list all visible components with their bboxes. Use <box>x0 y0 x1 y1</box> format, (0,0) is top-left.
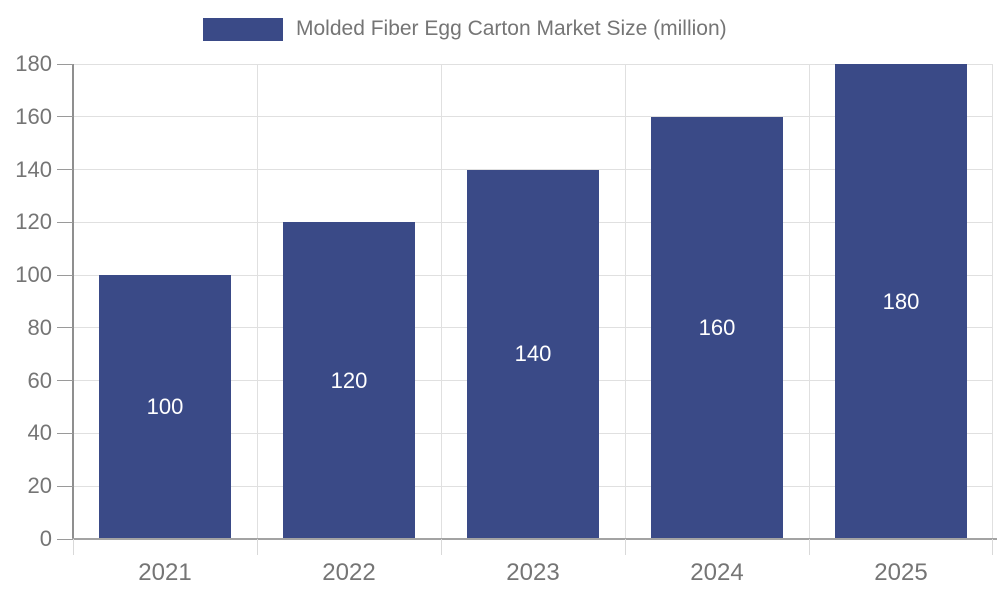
x-axis-tick <box>992 539 993 555</box>
gridline-horizontal <box>73 63 993 65</box>
y-axis-tick <box>57 169 73 171</box>
gridline-vertical <box>625 64 626 539</box>
bar-value-label: 100 <box>146 394 184 420</box>
gridline-horizontal <box>73 116 993 118</box>
legend-swatch <box>203 17 283 41</box>
y-axis-tick <box>57 538 73 540</box>
x-axis-line <box>72 538 997 540</box>
bar-2021[interactable]: 100 <box>99 275 231 539</box>
y-tick-label: 160 <box>15 103 52 129</box>
x-tick-label: 2022 <box>322 559 376 586</box>
x-axis-tick <box>441 539 442 555</box>
x-tick-label: 2025 <box>874 559 928 586</box>
legend[interactable]: Molded Fiber Egg Carton Market Size (mil… <box>203 17 727 41</box>
x-axis-tick <box>809 539 810 555</box>
bar-value-label: 160 <box>698 314 736 340</box>
gridline-vertical <box>809 64 810 539</box>
gridline-vertical <box>992 64 993 539</box>
bar-2025[interactable]: 180 <box>835 64 967 539</box>
y-tick-label: 100 <box>15 262 52 288</box>
y-tick-label: 180 <box>15 51 52 76</box>
bar-value-label: 180 <box>882 288 920 314</box>
y-tick-label: 60 <box>27 367 52 393</box>
y-axis-tick <box>57 221 73 223</box>
y-axis-tick <box>57 63 73 65</box>
y-tick-label: 80 <box>27 314 52 340</box>
y-axis-tick <box>57 380 73 382</box>
gridline-vertical <box>257 64 258 539</box>
x-axis-tick <box>625 539 626 555</box>
y-axis-line <box>72 64 74 540</box>
y-tick-label: 40 <box>27 420 52 446</box>
y-tick-label: 20 <box>27 473 52 499</box>
bar-2022[interactable]: 120 <box>283 222 415 539</box>
x-tick-label: 2024 <box>690 559 744 586</box>
y-axis-tick <box>57 327 73 329</box>
x-tick-label: 2023 <box>506 559 560 586</box>
plot-area: 100 120 140 160 180 <box>73 63 993 539</box>
x-axis-tick <box>73 539 74 555</box>
y-axis-tick <box>57 485 73 487</box>
bar-2023[interactable]: 140 <box>467 169 599 539</box>
y-tick-label: 120 <box>15 209 52 235</box>
gridline-vertical <box>441 64 442 539</box>
y-axis-tick <box>57 274 73 276</box>
bar-value-label: 120 <box>330 367 368 393</box>
legend-label: Molded Fiber Egg Carton Market Size (mil… <box>296 17 727 40</box>
y-tick-label: 140 <box>15 156 52 182</box>
x-tick-label: 2021 <box>138 559 192 586</box>
x-axis-tick <box>257 539 258 555</box>
bar-value-label: 140 <box>514 341 552 367</box>
y-tick-label: 0 <box>39 526 52 551</box>
y-axis-tick <box>57 116 73 118</box>
y-axis-tick <box>57 432 73 434</box>
bar-2024[interactable]: 160 <box>651 116 783 539</box>
